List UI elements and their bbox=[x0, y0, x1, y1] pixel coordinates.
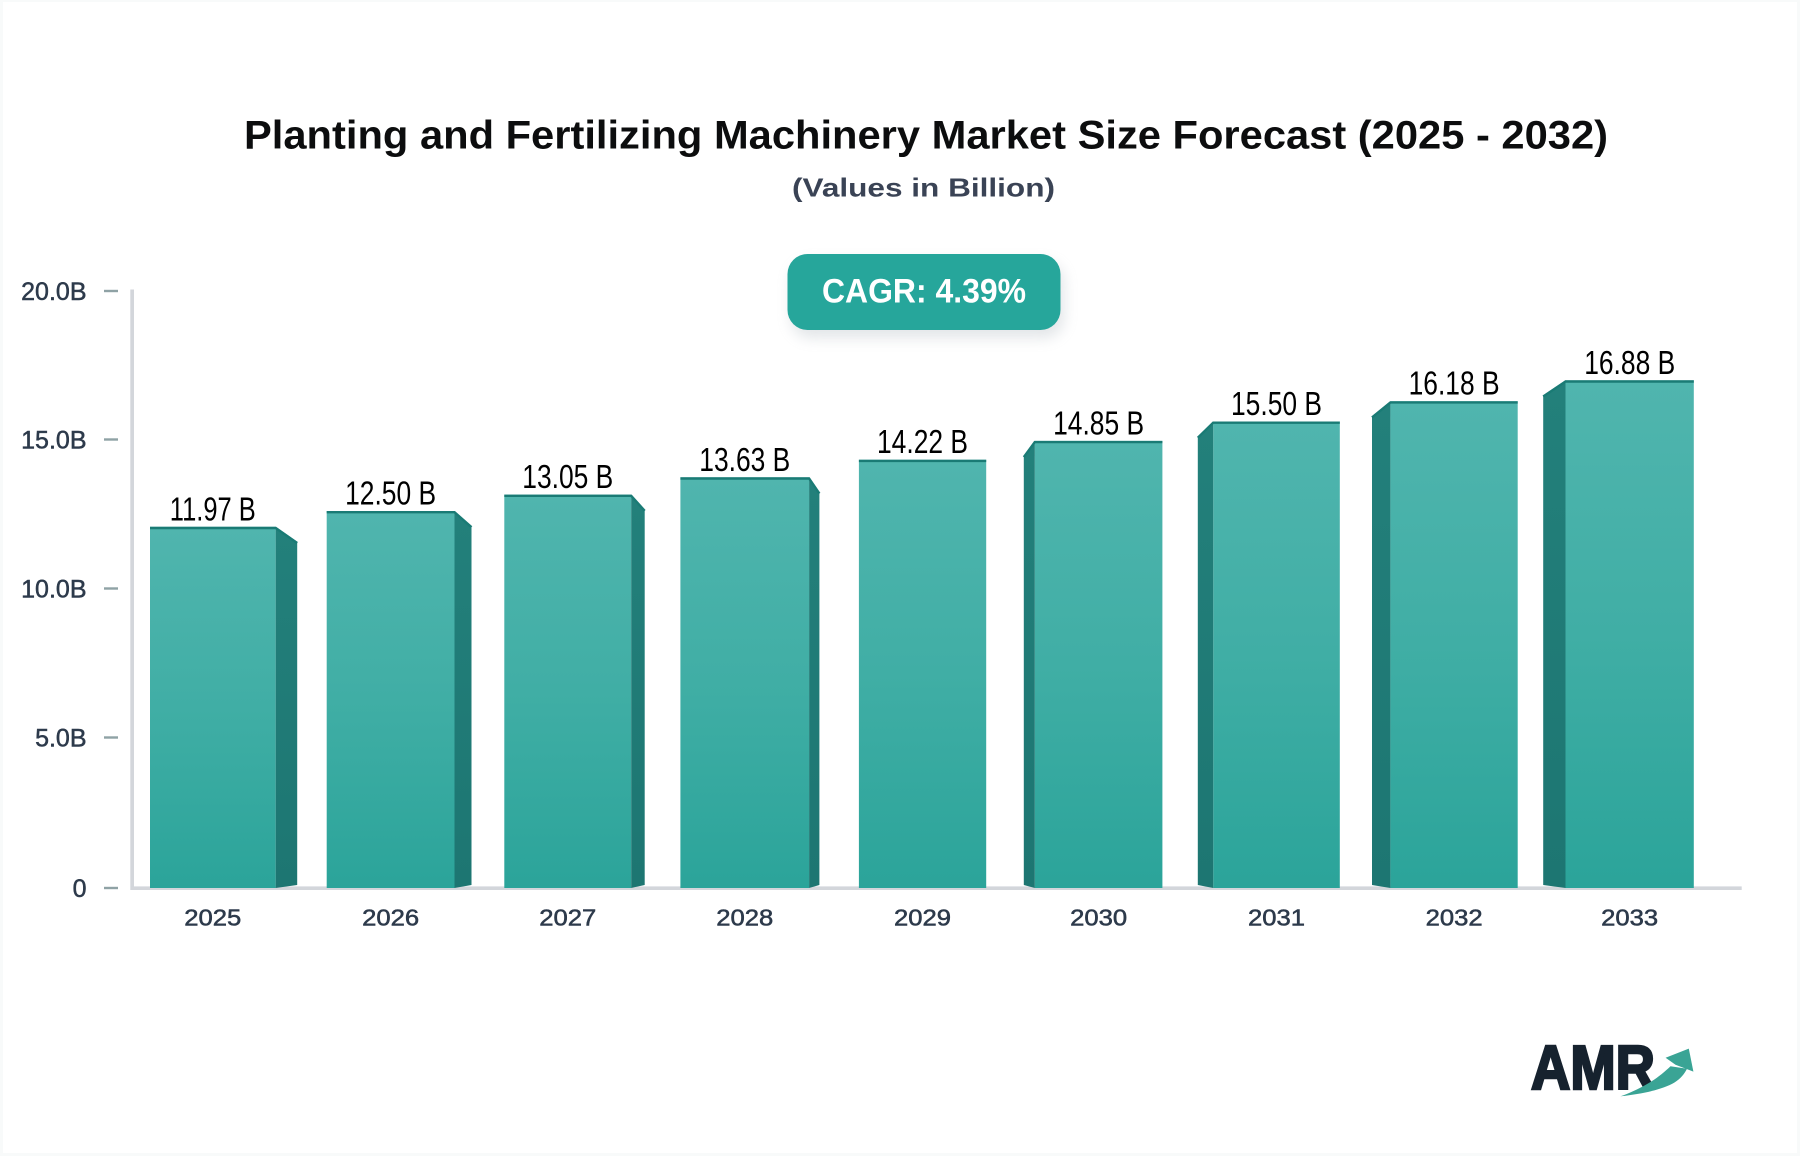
svg-text:5.0B: 5.0B bbox=[35, 725, 86, 753]
svg-text:16.88 B: 16.88 B bbox=[1584, 344, 1675, 381]
svg-text:2026: 2026 bbox=[362, 904, 419, 930]
svg-text:20.0B: 20.0B bbox=[21, 278, 86, 306]
svg-text:2030: 2030 bbox=[1070, 904, 1127, 930]
svg-text:14.22 B: 14.22 B bbox=[877, 423, 968, 460]
svg-text:14.85 B: 14.85 B bbox=[1053, 404, 1144, 441]
svg-text:Planting and Fertilizing Machi: Planting and Fertilizing Machinery Marke… bbox=[244, 113, 1608, 157]
svg-text:13.05 B: 13.05 B bbox=[522, 458, 613, 495]
svg-text:2033: 2033 bbox=[1601, 904, 1658, 930]
svg-text:2031: 2031 bbox=[1248, 904, 1305, 930]
svg-text:10.0B: 10.0B bbox=[21, 576, 86, 604]
svg-text:12.50 B: 12.50 B bbox=[345, 475, 436, 512]
svg-text:2032: 2032 bbox=[1426, 904, 1483, 930]
svg-text:2029: 2029 bbox=[894, 904, 951, 930]
svg-text:2028: 2028 bbox=[716, 904, 773, 930]
svg-text:13.63 B: 13.63 B bbox=[699, 441, 790, 478]
svg-text:CAGR: 4.39%: CAGR: 4.39% bbox=[822, 273, 1026, 311]
svg-text:2027: 2027 bbox=[539, 904, 596, 930]
svg-text:0: 0 bbox=[73, 875, 87, 903]
svg-text:16.18 B: 16.18 B bbox=[1409, 365, 1500, 402]
svg-text:15.50 B: 15.50 B bbox=[1231, 385, 1322, 422]
svg-text:2025: 2025 bbox=[184, 904, 241, 930]
svg-text:15.0B: 15.0B bbox=[21, 427, 86, 455]
svg-text:11.97 B: 11.97 B bbox=[170, 490, 256, 527]
svg-text:(Values in Billion): (Values in Billion) bbox=[792, 173, 1055, 203]
